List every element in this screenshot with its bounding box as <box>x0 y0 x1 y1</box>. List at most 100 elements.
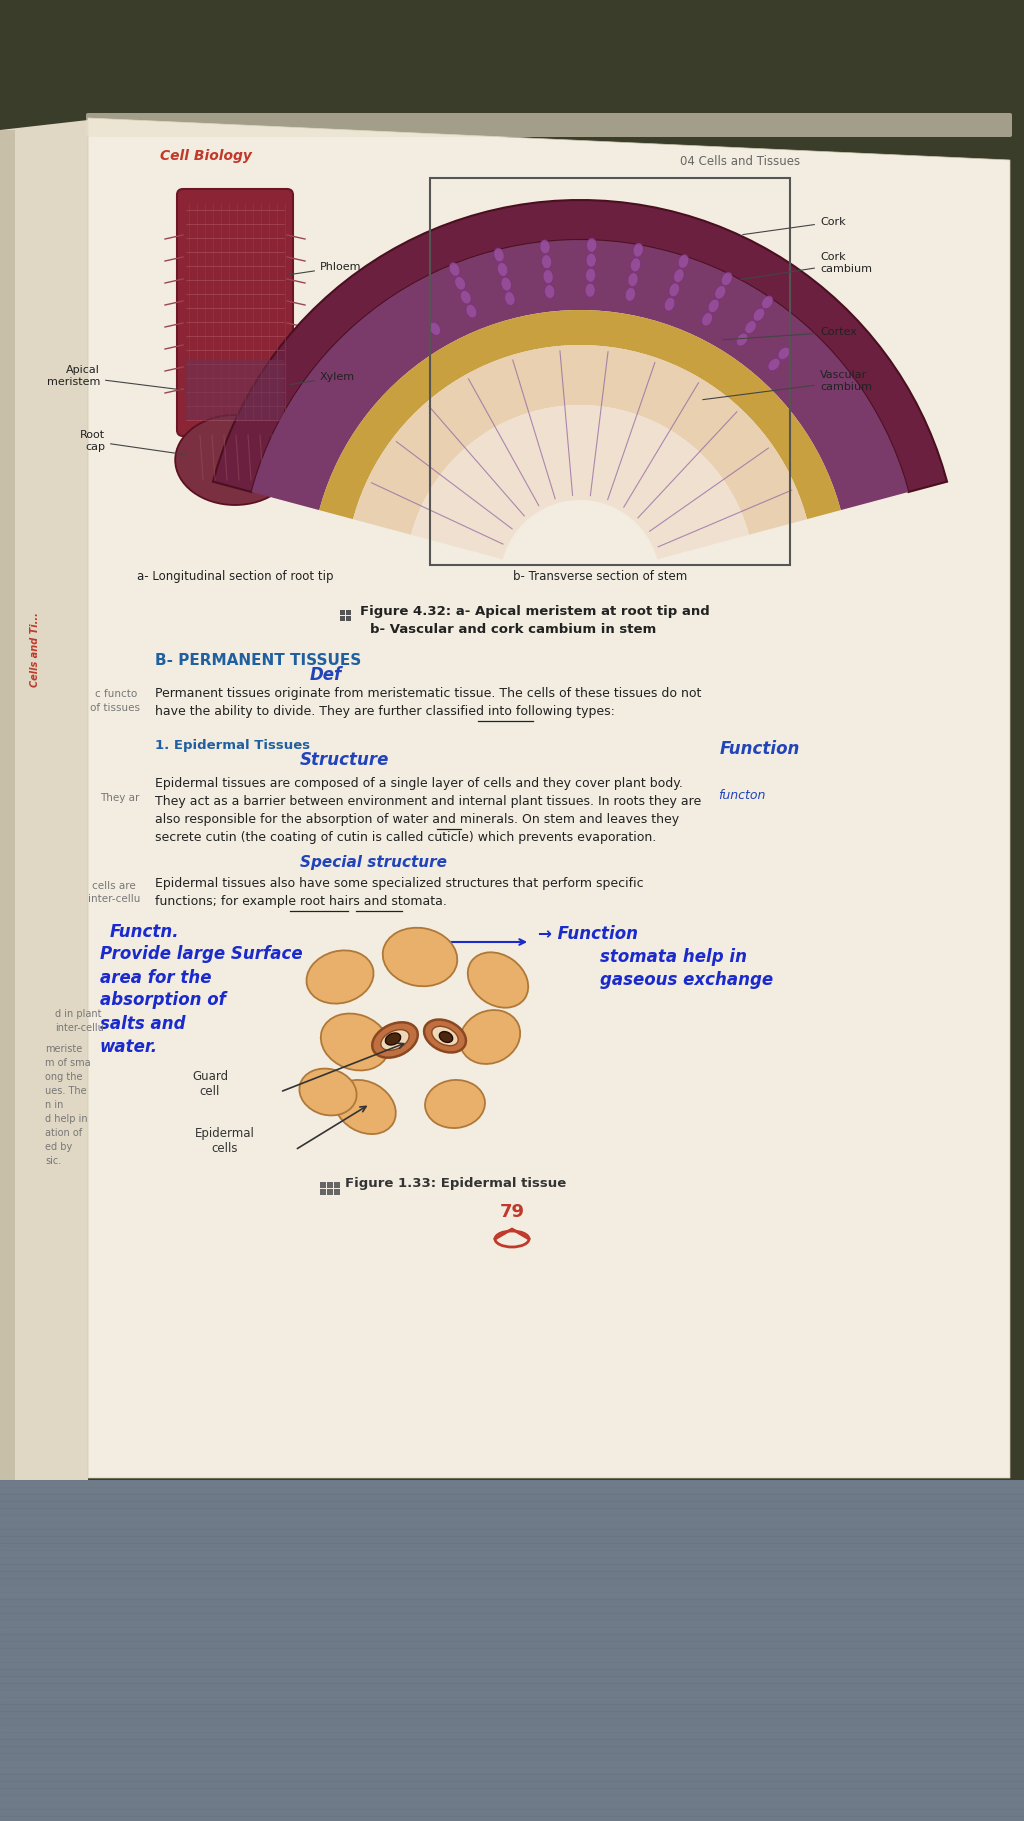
Ellipse shape <box>381 1029 410 1051</box>
Text: Xylem: Xylem <box>290 371 355 384</box>
Text: 04 Cells and Tissues: 04 Cells and Tissues <box>680 155 800 168</box>
Ellipse shape <box>744 320 757 333</box>
Bar <box>0 1761 1024 1772</box>
Bar <box>0 129 15 1480</box>
Bar <box>0 1515 1024 1528</box>
Bar <box>0 0 1024 209</box>
Text: Def: Def <box>310 666 342 685</box>
Ellipse shape <box>722 273 732 286</box>
FancyBboxPatch shape <box>186 361 284 421</box>
Bar <box>0 1584 1024 1597</box>
Text: ation of: ation of <box>45 1127 82 1138</box>
Text: They act as a barrier between environment and internal plant tissues. In roots t: They act as a barrier between environmen… <box>155 796 701 809</box>
Ellipse shape <box>542 255 552 270</box>
Polygon shape <box>319 310 841 519</box>
Ellipse shape <box>543 270 553 284</box>
Text: b- Vascular and cork cambium in stem: b- Vascular and cork cambium in stem <box>370 623 656 636</box>
Text: secrete cutin (the coating of cutin is called cuticle) which prevents evaporatio: secrete cutin (the coating of cutin is c… <box>155 830 656 843</box>
Ellipse shape <box>754 308 765 320</box>
Bar <box>0 1724 1024 1737</box>
Ellipse shape <box>715 286 726 299</box>
Bar <box>340 615 345 621</box>
Text: 79: 79 <box>500 1204 524 1222</box>
Text: d help in: d help in <box>45 1114 88 1124</box>
Text: sic.: sic. <box>45 1156 61 1165</box>
Ellipse shape <box>586 253 596 268</box>
Ellipse shape <box>778 348 791 359</box>
Polygon shape <box>411 404 749 559</box>
Bar <box>319 1189 326 1195</box>
Text: Cork
cambium: Cork cambium <box>740 253 872 280</box>
Bar <box>0 1690 1024 1703</box>
Ellipse shape <box>628 273 638 286</box>
Ellipse shape <box>669 282 680 297</box>
Text: They ar: They ar <box>100 792 139 803</box>
Text: cells are: cells are <box>92 881 136 890</box>
Bar <box>334 1182 340 1187</box>
Ellipse shape <box>432 1027 458 1045</box>
Ellipse shape <box>466 304 477 319</box>
Text: gaseous exchange: gaseous exchange <box>600 971 773 989</box>
Text: functon: functon <box>718 788 765 801</box>
Ellipse shape <box>306 951 374 1003</box>
Text: Functn.: Functn. <box>110 923 179 941</box>
Ellipse shape <box>385 1033 400 1045</box>
Text: also responsible for the absorption of water and minerals. On stem and leaves th: also responsible for the absorption of w… <box>155 812 679 827</box>
Ellipse shape <box>768 359 780 371</box>
Text: water.: water. <box>100 1038 158 1056</box>
Bar <box>340 610 345 615</box>
Bar <box>319 1182 326 1187</box>
Bar <box>0 1655 1024 1666</box>
Ellipse shape <box>674 270 684 282</box>
Ellipse shape <box>762 295 773 310</box>
Bar <box>0 1621 1024 1632</box>
Ellipse shape <box>429 322 440 335</box>
Text: a- Longitudinal section of root tip: a- Longitudinal section of root tip <box>137 570 333 583</box>
Text: Permanent tissues originate from meristematic tissue. The cells of these tissues: Permanent tissues originate from meriste… <box>155 687 701 699</box>
Polygon shape <box>213 200 947 492</box>
Text: Cells and Ti...: Cells and Ti... <box>30 612 40 688</box>
Ellipse shape <box>383 927 458 987</box>
Text: absorption of: absorption of <box>100 991 226 1009</box>
Ellipse shape <box>175 415 295 504</box>
Ellipse shape <box>450 262 460 277</box>
Text: Structure: Structure <box>300 750 389 768</box>
Ellipse shape <box>540 240 550 253</box>
Text: ong the: ong the <box>45 1073 83 1082</box>
Polygon shape <box>252 240 908 510</box>
Text: B- PERMANENT TISSUES: B- PERMANENT TISSUES <box>155 654 361 668</box>
Bar <box>346 615 351 621</box>
Bar <box>0 1796 1024 1806</box>
Ellipse shape <box>587 239 597 251</box>
Text: Cell Biology: Cell Biology <box>160 149 252 164</box>
Text: stomata help in: stomata help in <box>600 949 746 965</box>
Text: Function: Function <box>720 739 801 758</box>
Text: c functo: c functo <box>95 688 137 699</box>
Bar <box>334 1189 340 1195</box>
FancyBboxPatch shape <box>177 189 293 435</box>
Polygon shape <box>0 120 88 1480</box>
Text: Figure 1.33: Epidermal tissue: Figure 1.33: Epidermal tissue <box>345 1176 566 1189</box>
Ellipse shape <box>460 1011 520 1063</box>
Text: Epidermal tissues also have some specialized structures that perform specific: Epidermal tissues also have some special… <box>155 878 644 890</box>
Text: area for the: area for the <box>100 969 212 987</box>
Ellipse shape <box>586 268 596 282</box>
Text: Provide large Surface: Provide large Surface <box>100 945 303 963</box>
Ellipse shape <box>631 259 641 271</box>
Text: m of sma: m of sma <box>45 1058 91 1067</box>
Text: → Function: → Function <box>538 925 638 943</box>
Polygon shape <box>353 344 807 535</box>
Ellipse shape <box>626 288 636 300</box>
Text: Phloem: Phloem <box>290 262 361 275</box>
Ellipse shape <box>709 299 719 313</box>
Text: Cortex: Cortex <box>723 328 857 341</box>
Ellipse shape <box>678 255 689 268</box>
Ellipse shape <box>372 1022 418 1058</box>
Polygon shape <box>88 118 1010 1479</box>
Ellipse shape <box>505 291 515 306</box>
Ellipse shape <box>321 1014 389 1071</box>
Ellipse shape <box>425 1080 485 1127</box>
Ellipse shape <box>665 297 675 311</box>
Ellipse shape <box>299 1069 356 1116</box>
Text: inter-cellu: inter-cellu <box>55 1023 103 1033</box>
